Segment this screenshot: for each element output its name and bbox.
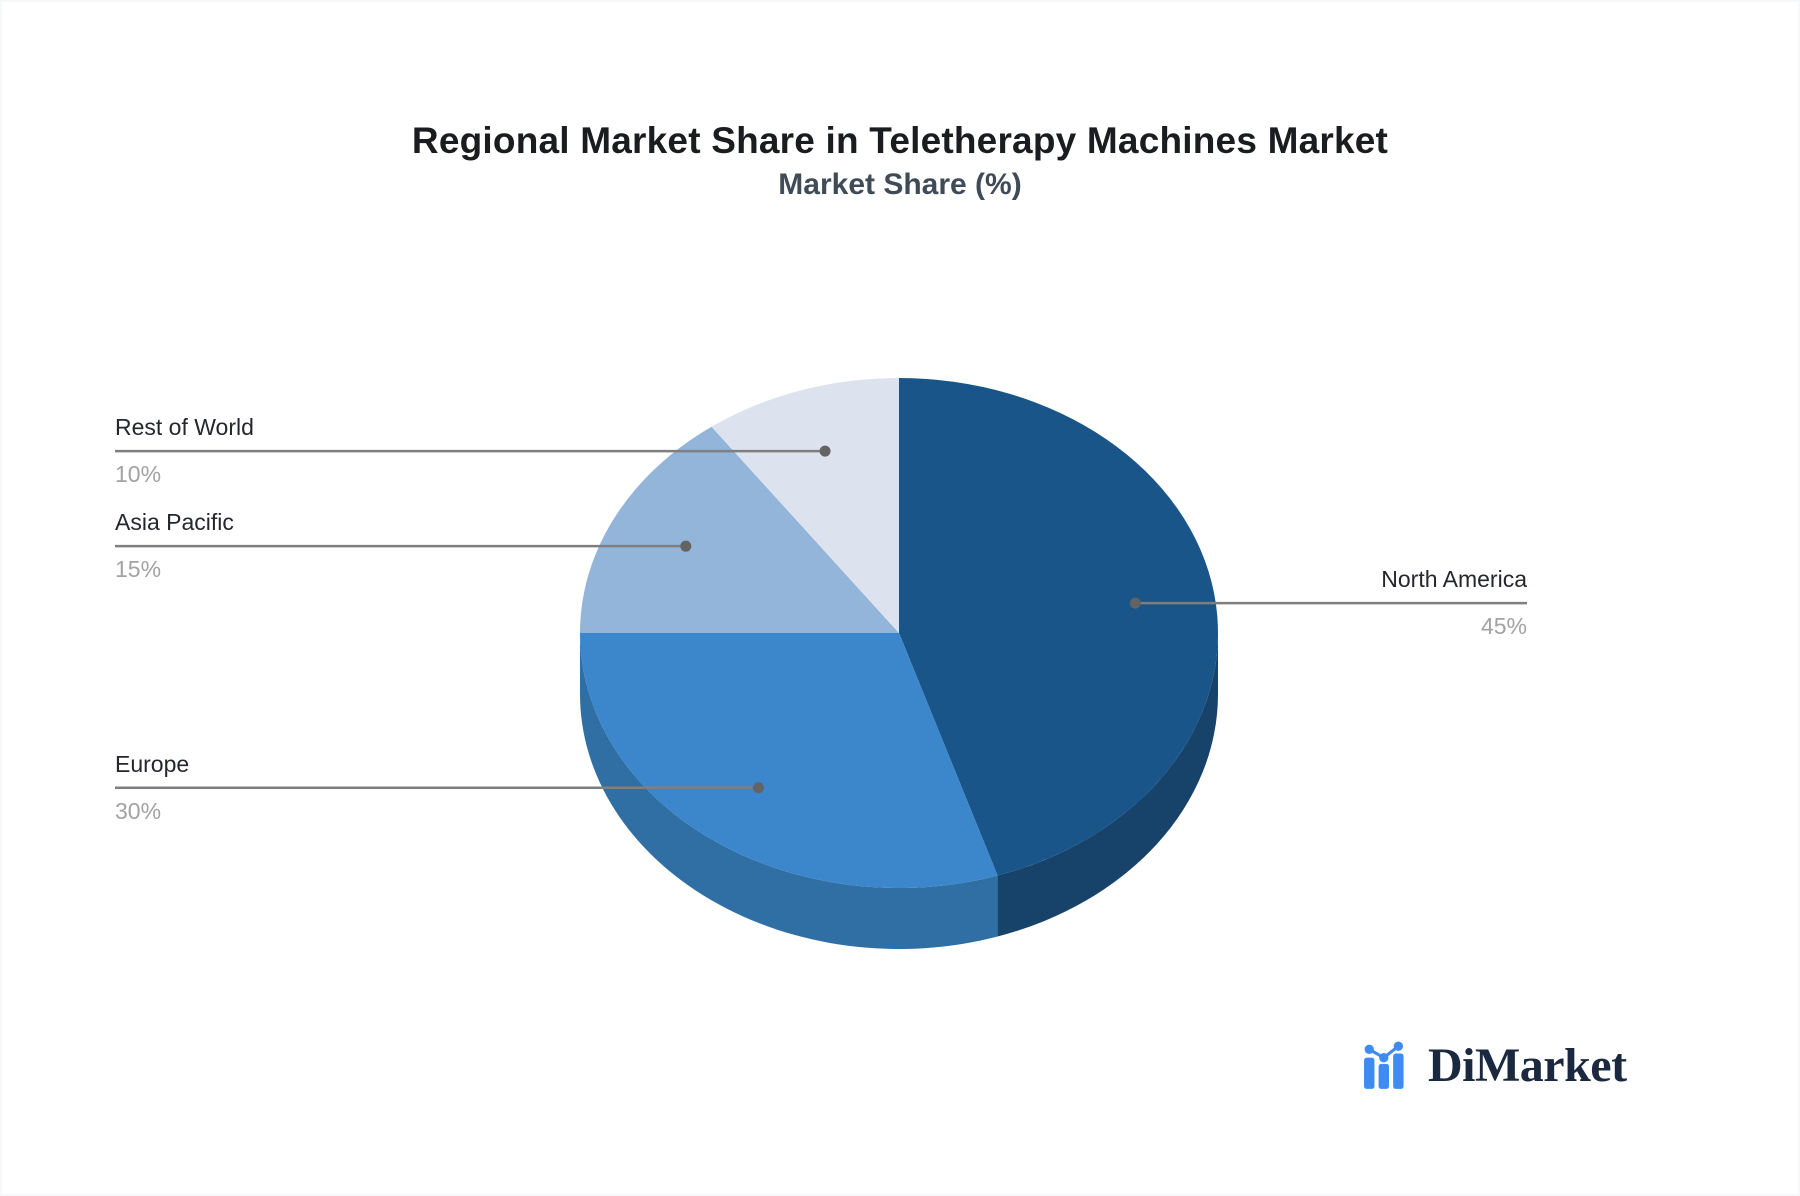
slice-label-name-north-america: North America <box>1381 566 1527 593</box>
slice-label-value-north-america: 45% <box>1480 613 1527 640</box>
slice-label-value-asia-pacific: 15% <box>115 556 162 583</box>
brand-name: DiMarket <box>1428 1039 1627 1092</box>
pie-slice-north-america[interactable] <box>899 378 1219 876</box>
brand-logo: DiMarket <box>1363 1038 1627 1093</box>
leader-dot-rest-of-world <box>819 445 831 457</box>
chart-subtitle: Market Share (%) <box>778 168 1022 201</box>
bar-chart-trend-icon <box>1364 1041 1404 1089</box>
pie-slice-rest-of-world[interactable] <box>711 378 899 633</box>
pie-slice-side-europe <box>579 633 998 949</box>
slice-label-name-rest-of-world: Rest of World <box>115 414 254 441</box>
chart-title: Regional Market Share in Teletherapy Mac… <box>411 120 1389 161</box>
slice-label-name-europe: Europe <box>115 750 190 777</box>
leader-dot-europe <box>752 782 764 794</box>
leader-dot-asia-pacific <box>680 540 692 552</box>
pie-slice-europe[interactable] <box>579 633 998 889</box>
slice-label-value-europe: 30% <box>115 797 162 824</box>
pie-slice-side-north-america <box>997 633 1218 937</box>
leader-dot-north-america <box>1129 597 1141 609</box>
slice-label-name-asia-pacific: Asia Pacific <box>115 509 234 536</box>
pie-slice-asia-pacific[interactable] <box>580 426 899 633</box>
slice-label-value-rest-of-world: 10% <box>115 461 162 488</box>
